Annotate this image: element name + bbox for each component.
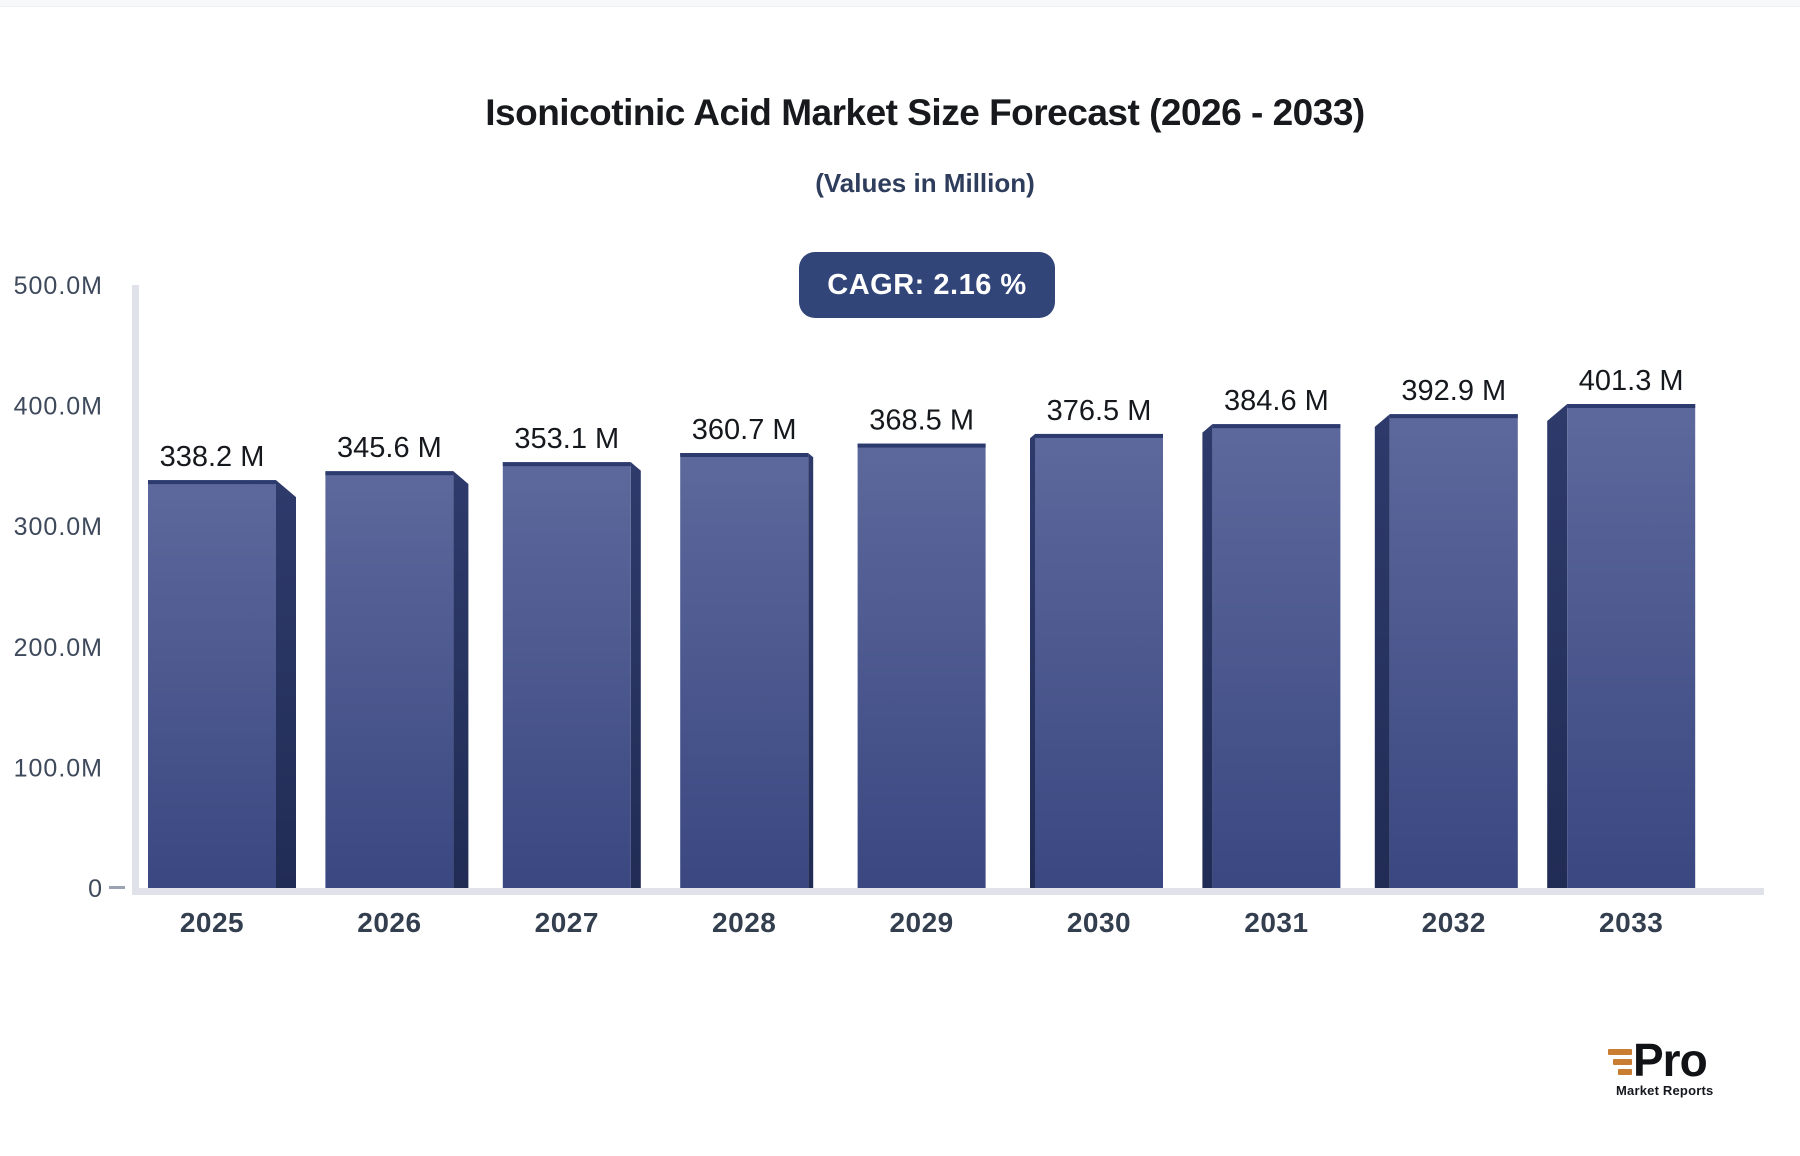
speed-bar-icon xyxy=(1608,1049,1632,1055)
bar-value-label: 338.2 M xyxy=(160,441,265,473)
y-tick-label: 200.0M xyxy=(14,634,103,662)
x-tick-label: 2025 xyxy=(180,907,244,938)
cagr-badge-label: CAGR: 2.16 % xyxy=(827,268,1027,301)
brand-logo: Pro Market Reports xyxy=(1608,1034,1748,1098)
bar-face xyxy=(1212,424,1341,888)
bar-face xyxy=(1567,404,1696,888)
bar-value-label: 376.5 M xyxy=(1047,395,1152,427)
bar-value-label: 401.3 M xyxy=(1579,365,1684,397)
bar-value-label: 360.7 M xyxy=(692,414,797,446)
bar-top-edge xyxy=(1035,433,1163,438)
top-strip xyxy=(0,0,1800,7)
bar-top-edge xyxy=(857,443,986,448)
bar-side-face xyxy=(453,471,469,888)
logo-brand: Pro xyxy=(1633,1034,1708,1086)
x-tick-label: 2026 xyxy=(357,907,421,938)
bar-side-face xyxy=(1547,404,1568,888)
zero-tick-dash xyxy=(109,886,125,889)
bar-side-face xyxy=(1030,433,1035,888)
x-tick-label: 2028 xyxy=(712,907,776,938)
y-tick-label: 300.0M xyxy=(14,513,103,541)
bar-value-label: 353.1 M xyxy=(514,423,619,455)
chart-title: Isonicotinic Acid Market Size Forecast (… xyxy=(485,92,1365,133)
bar-top-edge xyxy=(1567,404,1696,409)
x-tick-label: 2030 xyxy=(1067,907,1131,938)
logo-row: Pro xyxy=(1608,1034,1748,1086)
bar-side-face xyxy=(1202,424,1213,888)
x-tick-label: 2033 xyxy=(1599,907,1663,938)
speed-bar-icon xyxy=(1613,1059,1632,1065)
bar-side-face xyxy=(1374,414,1390,888)
cagr-badge: CAGR: 2.16 % xyxy=(799,252,1055,318)
y-tick-label: 500.0M xyxy=(14,272,103,300)
x-tick-label: 2029 xyxy=(889,907,953,938)
y-tick-label: 100.0M xyxy=(14,754,103,782)
bar-side-face xyxy=(630,462,641,888)
x-axis-line xyxy=(132,888,1764,895)
logo-tagline: Market Reports xyxy=(1616,1083,1714,1098)
speed-bar-icon xyxy=(1618,1069,1632,1075)
y-tick-label: 0 xyxy=(88,875,103,903)
x-tick-label: 2027 xyxy=(535,907,599,938)
x-tick-label: 2031 xyxy=(1244,907,1308,938)
chart-subtitle: (Values in Million) xyxy=(815,168,1035,198)
bar-top-edge xyxy=(1389,414,1518,419)
bar-top-edge xyxy=(680,452,809,457)
bar-face xyxy=(502,462,631,888)
logo-speed-bars-icon xyxy=(1608,1049,1632,1079)
bar-face xyxy=(857,443,986,888)
bar-top-edge xyxy=(1212,424,1341,429)
bar-face xyxy=(1035,433,1163,888)
bar-side-face xyxy=(808,452,814,888)
bar-top-edge xyxy=(325,471,454,476)
y-axis-line xyxy=(132,285,139,895)
y-tick-label: 400.0M xyxy=(14,393,103,421)
bar-value-label: 384.6 M xyxy=(1224,385,1329,417)
bar-top-edge xyxy=(148,480,276,485)
x-tick-label: 2032 xyxy=(1422,907,1486,938)
bar-side-face xyxy=(276,480,296,888)
bar-face xyxy=(148,480,276,888)
bar-face xyxy=(680,452,809,888)
bar-face xyxy=(325,471,454,888)
bar-value-label: 392.9 M xyxy=(1401,375,1506,407)
bar-face xyxy=(1389,414,1518,888)
bar-value-label: 345.6 M xyxy=(337,432,442,464)
bar-value-label: 368.5 M xyxy=(869,405,974,437)
bar-top-edge xyxy=(502,462,631,467)
